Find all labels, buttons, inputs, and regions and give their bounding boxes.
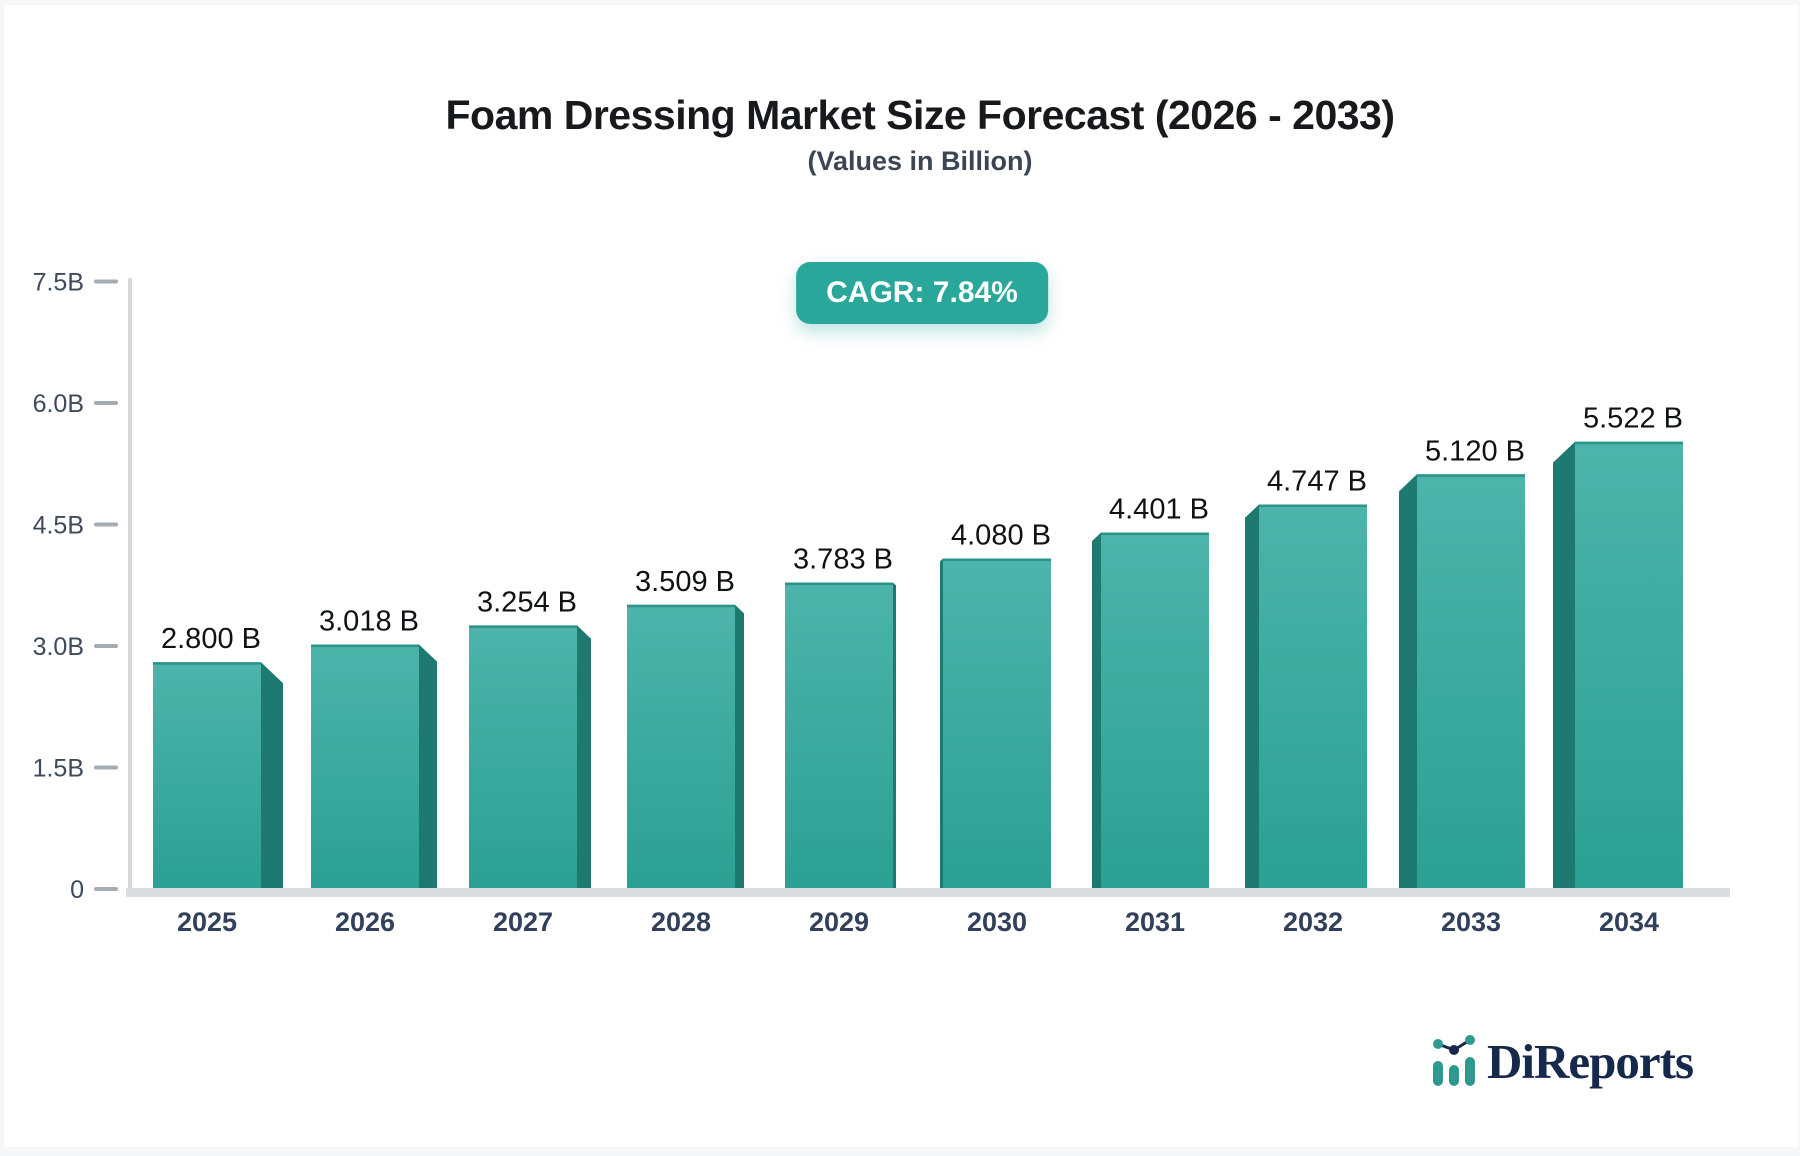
bar-face — [469, 625, 577, 889]
bar-side-face — [419, 644, 437, 889]
y-tick-label: 3.0B — [33, 633, 84, 661]
y-tick — [94, 279, 118, 284]
bar-top-edge — [1101, 532, 1209, 536]
bar-2030: 4.080 B — [940, 520, 1051, 889]
bar-face — [153, 662, 261, 889]
x-axis-label: 2034 — [1599, 907, 1659, 937]
bar-side-face — [735, 604, 744, 889]
y-tick-label: 1.5B — [33, 755, 84, 783]
bar-value-label: 4.747 B — [1267, 465, 1367, 497]
y-tick — [94, 522, 118, 527]
bar-2025: 2.800 B — [153, 623, 283, 889]
bar-2032: 4.747 B — [1245, 465, 1367, 889]
bar-top-edge — [153, 662, 261, 665]
chart-title: Foam Dressing Market Size Forecast (2026… — [445, 92, 1395, 138]
bar-2031: 4.401 B — [1092, 494, 1209, 889]
bar-face — [785, 582, 893, 889]
bar-face — [1575, 441, 1683, 889]
x-axis-label: 2031 — [1125, 907, 1185, 937]
logo-text: DiReports — [1487, 1034, 1694, 1089]
bar-side-face — [1399, 474, 1417, 889]
bar-top-edge — [1575, 441, 1683, 445]
bar-face — [311, 644, 419, 889]
y-tick-label: 6.0B — [33, 390, 84, 418]
bar-face — [943, 558, 1051, 889]
chart-subtitle: (Values in Billion) — [807, 146, 1033, 176]
cagr-badge: CAGR: 7.84% — [796, 262, 1048, 324]
y-axis-line — [128, 278, 132, 897]
bar-2034: 5.522 B — [1553, 403, 1683, 889]
bar-side-face — [1092, 532, 1101, 889]
mini-bar-chart-icon — [1433, 1035, 1475, 1086]
y-tick — [94, 644, 118, 648]
bar-value-label: 5.522 B — [1583, 403, 1683, 435]
bar-side-face — [893, 582, 896, 889]
bar-value-label: 2.800 B — [161, 623, 261, 655]
bar-value-label: 4.080 B — [951, 520, 1051, 552]
bar-2026: 3.018 B — [311, 606, 437, 889]
x-axis-label: 2026 — [335, 907, 395, 937]
bar-face — [1101, 532, 1209, 889]
bar-top-edge — [469, 625, 577, 628]
bar-side-face — [261, 662, 283, 889]
y-tick-label: 0 — [70, 876, 84, 904]
bar-side-face — [1245, 504, 1259, 889]
y-tick-label: 4.5B — [33, 512, 84, 540]
bar-value-label: 3.783 B — [793, 544, 893, 576]
bar-2029: 3.783 B — [785, 544, 896, 889]
bar-value-label: 3.254 B — [477, 586, 577, 618]
y-tick-label: 7.5B — [33, 269, 84, 297]
x-axis-label: 2032 — [1283, 907, 1343, 937]
bar-side-face — [1553, 441, 1575, 889]
bar-value-label: 4.401 B — [1109, 494, 1209, 526]
bar-value-label: 3.018 B — [319, 606, 419, 638]
bar-side-face — [577, 625, 591, 889]
bar-face — [627, 604, 735, 889]
x-axis-baseline — [126, 888, 1730, 897]
bar-top-edge — [627, 604, 735, 608]
bar-top-edge — [311, 644, 419, 648]
bar-2027: 3.254 B — [469, 586, 591, 889]
x-axis-label: 2027 — [493, 907, 553, 937]
bar-face — [1259, 504, 1367, 889]
bar-face — [1417, 474, 1525, 889]
bar-side-face — [940, 558, 943, 889]
y-tick — [94, 887, 118, 891]
bar-top-edge — [1417, 474, 1525, 477]
direports-logo: DiReports — [1432, 1034, 1694, 1089]
x-axis-label: 2028 — [651, 907, 711, 937]
x-axis-label: 2033 — [1441, 907, 1501, 937]
bar-value-label: 3.509 B — [635, 566, 735, 598]
bar-value-label: 5.120 B — [1425, 435, 1525, 467]
bar-top-edge — [785, 582, 893, 586]
y-tick — [94, 401, 118, 405]
y-tick — [94, 765, 118, 770]
x-axis-label: 2025 — [177, 907, 237, 937]
bar-top-edge — [1259, 504, 1367, 507]
bar-top-edge — [943, 558, 1051, 562]
x-axis-label: 2029 — [809, 907, 869, 937]
bar-2033: 5.120 B — [1399, 435, 1525, 889]
x-axis-label: 2030 — [967, 907, 1027, 937]
bar-2028: 3.509 B — [627, 566, 744, 889]
